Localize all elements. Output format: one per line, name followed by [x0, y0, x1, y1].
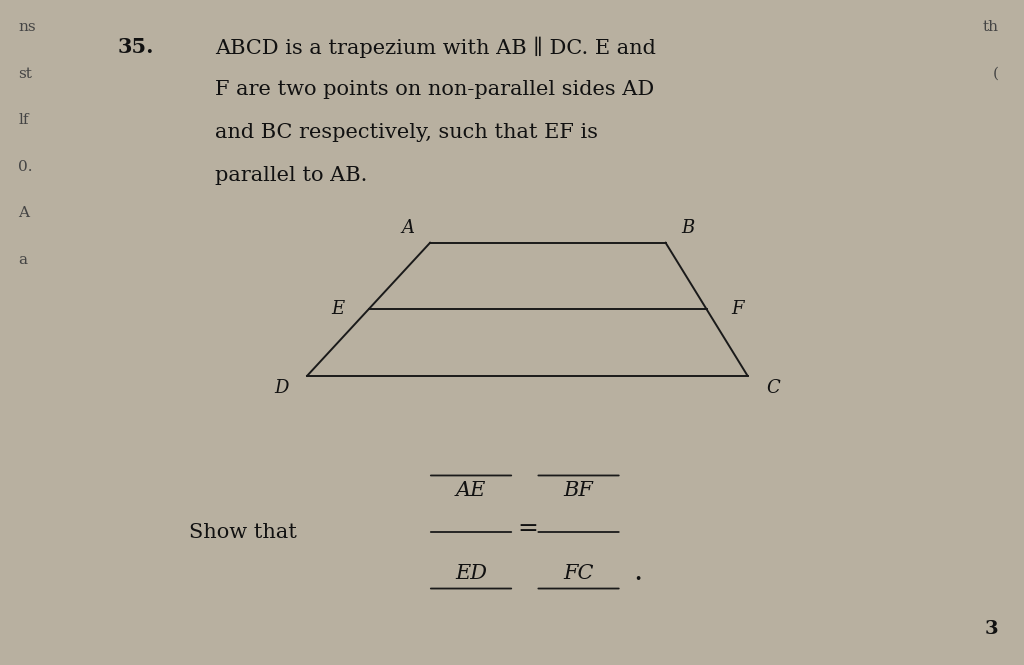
- Text: a: a: [18, 253, 28, 267]
- Text: st: st: [18, 66, 33, 80]
- Text: F are two points on non-parallel sides AD: F are two points on non-parallel sides A…: [215, 80, 654, 99]
- Text: FC: FC: [563, 565, 594, 583]
- Text: parallel to AB.: parallel to AB.: [215, 166, 368, 186]
- Text: AE: AE: [456, 481, 486, 499]
- Text: lf: lf: [18, 113, 29, 127]
- Text: F: F: [731, 300, 743, 319]
- Text: ED: ED: [455, 565, 487, 583]
- Text: .: .: [633, 558, 643, 586]
- Text: A: A: [18, 206, 30, 220]
- Text: BF: BF: [563, 481, 594, 499]
- Text: A: A: [401, 219, 414, 237]
- Text: E: E: [332, 300, 344, 319]
- Text: C: C: [766, 378, 780, 397]
- Text: 3: 3: [985, 620, 998, 638]
- Text: (: (: [992, 66, 998, 80]
- Text: Show that: Show that: [189, 523, 297, 541]
- Text: and BC respectively, such that EF is: and BC respectively, such that EF is: [215, 123, 598, 142]
- Text: D: D: [274, 378, 289, 397]
- Text: 0.: 0.: [18, 160, 33, 174]
- Text: 35.: 35.: [118, 37, 155, 57]
- Text: =: =: [517, 517, 538, 540]
- Text: ns: ns: [18, 20, 36, 34]
- Text: ABCD is a trapezium with AB ∥ DC. E and: ABCD is a trapezium with AB ∥ DC. E and: [215, 37, 656, 58]
- Text: th: th: [982, 20, 998, 34]
- Text: B: B: [682, 219, 694, 237]
